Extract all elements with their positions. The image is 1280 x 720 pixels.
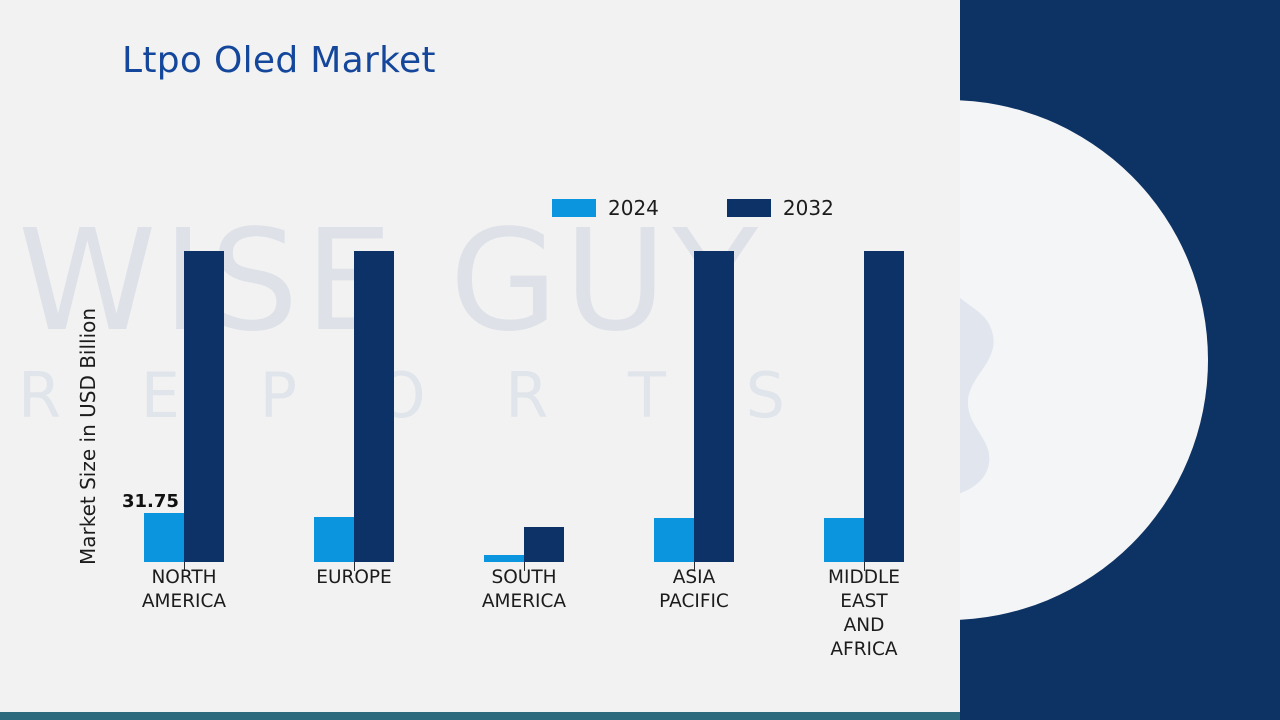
- axis-tick: [184, 562, 185, 571]
- legend-item-2032[interactable]: 2032: [726, 196, 834, 220]
- bottom-accent-strip: [0, 712, 960, 720]
- bar-group-container: NORTH AMERICA EUROPE SOUTH AMERICA ASIA PAC…: [122, 251, 904, 660]
- axis-tick: [354, 562, 355, 571]
- axis-tick: [524, 562, 525, 571]
- legend-swatch-2024: [552, 199, 596, 217]
- bar-2024-north-america[interactable]: [144, 512, 184, 562]
- bar-2024-asia-pacific[interactable]: [654, 518, 694, 562]
- bar-2024-middle-east-and-africa[interactable]: [824, 518, 864, 562]
- legend-label-2032: 2032: [782, 196, 834, 220]
- page-title: Ltpo Oled Market: [122, 40, 436, 81]
- bar-2024-south-america[interactable]: [484, 555, 524, 562]
- axis-tick: [694, 562, 695, 571]
- axis-tick: [864, 562, 865, 571]
- category-label-north-america: NORTH AMERICA: [141, 567, 227, 612]
- bar-2024-europe[interactable]: [314, 516, 354, 562]
- category-label-asia-pacific: ASIA PACIFIC: [659, 567, 729, 612]
- bar-2032-asia-pacific[interactable]: [694, 251, 734, 562]
- bar-2032-north-america[interactable]: [184, 251, 224, 562]
- legend-item-2024[interactable]: 2024: [552, 196, 659, 220]
- bar-2032-europe[interactable]: [354, 251, 394, 562]
- data-label-31.75: 31.75: [122, 490, 179, 512]
- chart-legend: 2024 2032: [552, 196, 834, 220]
- bar-2032-south-america[interactable]: [524, 526, 564, 562]
- category-label-middle-east-and-africa: MIDDLE EAST AND AFRICA: [828, 567, 900, 660]
- bar-2032-middle-east-and-africa[interactable]: [864, 251, 904, 562]
- legend-label-2024: 2024: [608, 196, 659, 220]
- left-background: [0, 0, 960, 720]
- legend-swatch-2032: [726, 199, 771, 217]
- category-label-south-america: SOUTH AMERICA: [481, 567, 567, 612]
- category-label-europe: EUROPE: [316, 567, 392, 588]
- chart-plot-area: Market Size in USD Billion 2024 2032 NOR…: [0, 196, 960, 720]
